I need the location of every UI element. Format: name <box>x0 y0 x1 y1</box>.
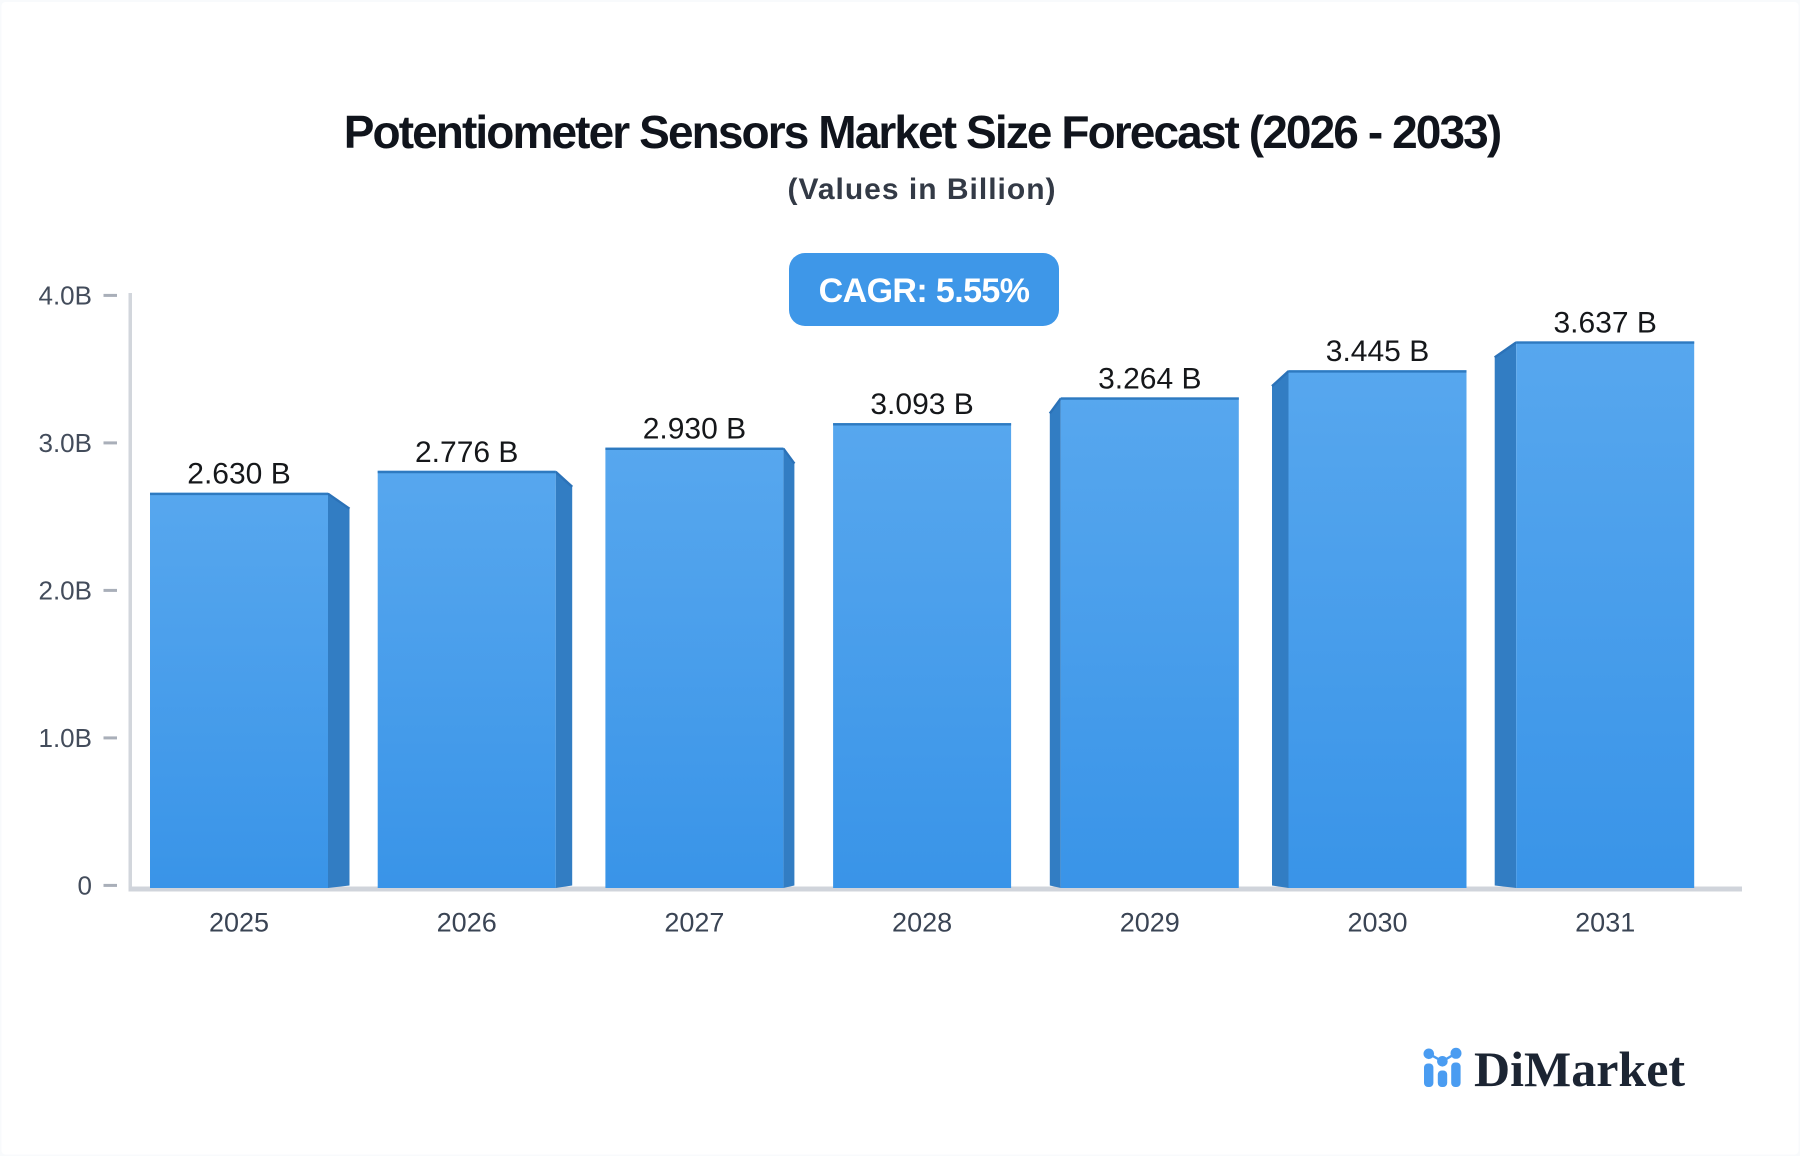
svg-text:2031: 2031 <box>1575 908 1635 938</box>
svg-text:2028: 2028 <box>892 908 952 938</box>
svg-text:CAGR: 5.55%: CAGR: 5.55% <box>819 272 1030 310</box>
svg-text:DiMarket: DiMarket <box>1474 1041 1685 1097</box>
svg-text:2.630 B: 2.630 B <box>187 458 290 491</box>
svg-text:2.930 B: 2.930 B <box>643 413 746 446</box>
svg-text:3.637 B: 3.637 B <box>1553 306 1656 339</box>
svg-text:2.0B: 2.0B <box>39 575 93 605</box>
svg-text:2025: 2025 <box>209 908 269 938</box>
svg-text:4.0B: 4.0B <box>39 280 93 310</box>
svg-text:3.093 B: 3.093 B <box>870 388 973 421</box>
svg-text:2030: 2030 <box>1347 908 1407 938</box>
svg-text:2027: 2027 <box>664 908 724 938</box>
svg-text:3.445 B: 3.445 B <box>1326 335 1429 368</box>
svg-text:2029: 2029 <box>1120 908 1180 938</box>
svg-text:3.0B: 3.0B <box>39 428 93 458</box>
svg-text:2026: 2026 <box>437 908 497 938</box>
svg-text:2.776 B: 2.776 B <box>415 436 518 469</box>
svg-text:Potentiometer Sensors Market S: Potentiometer Sensors Market Size Foreca… <box>344 106 1501 158</box>
svg-text:0: 0 <box>78 870 92 900</box>
svg-text:1.0B: 1.0B <box>39 723 93 753</box>
svg-text:(Values in Billion): (Values in Billion) <box>787 173 1056 206</box>
svg-text:3.264 B: 3.264 B <box>1098 362 1201 395</box>
